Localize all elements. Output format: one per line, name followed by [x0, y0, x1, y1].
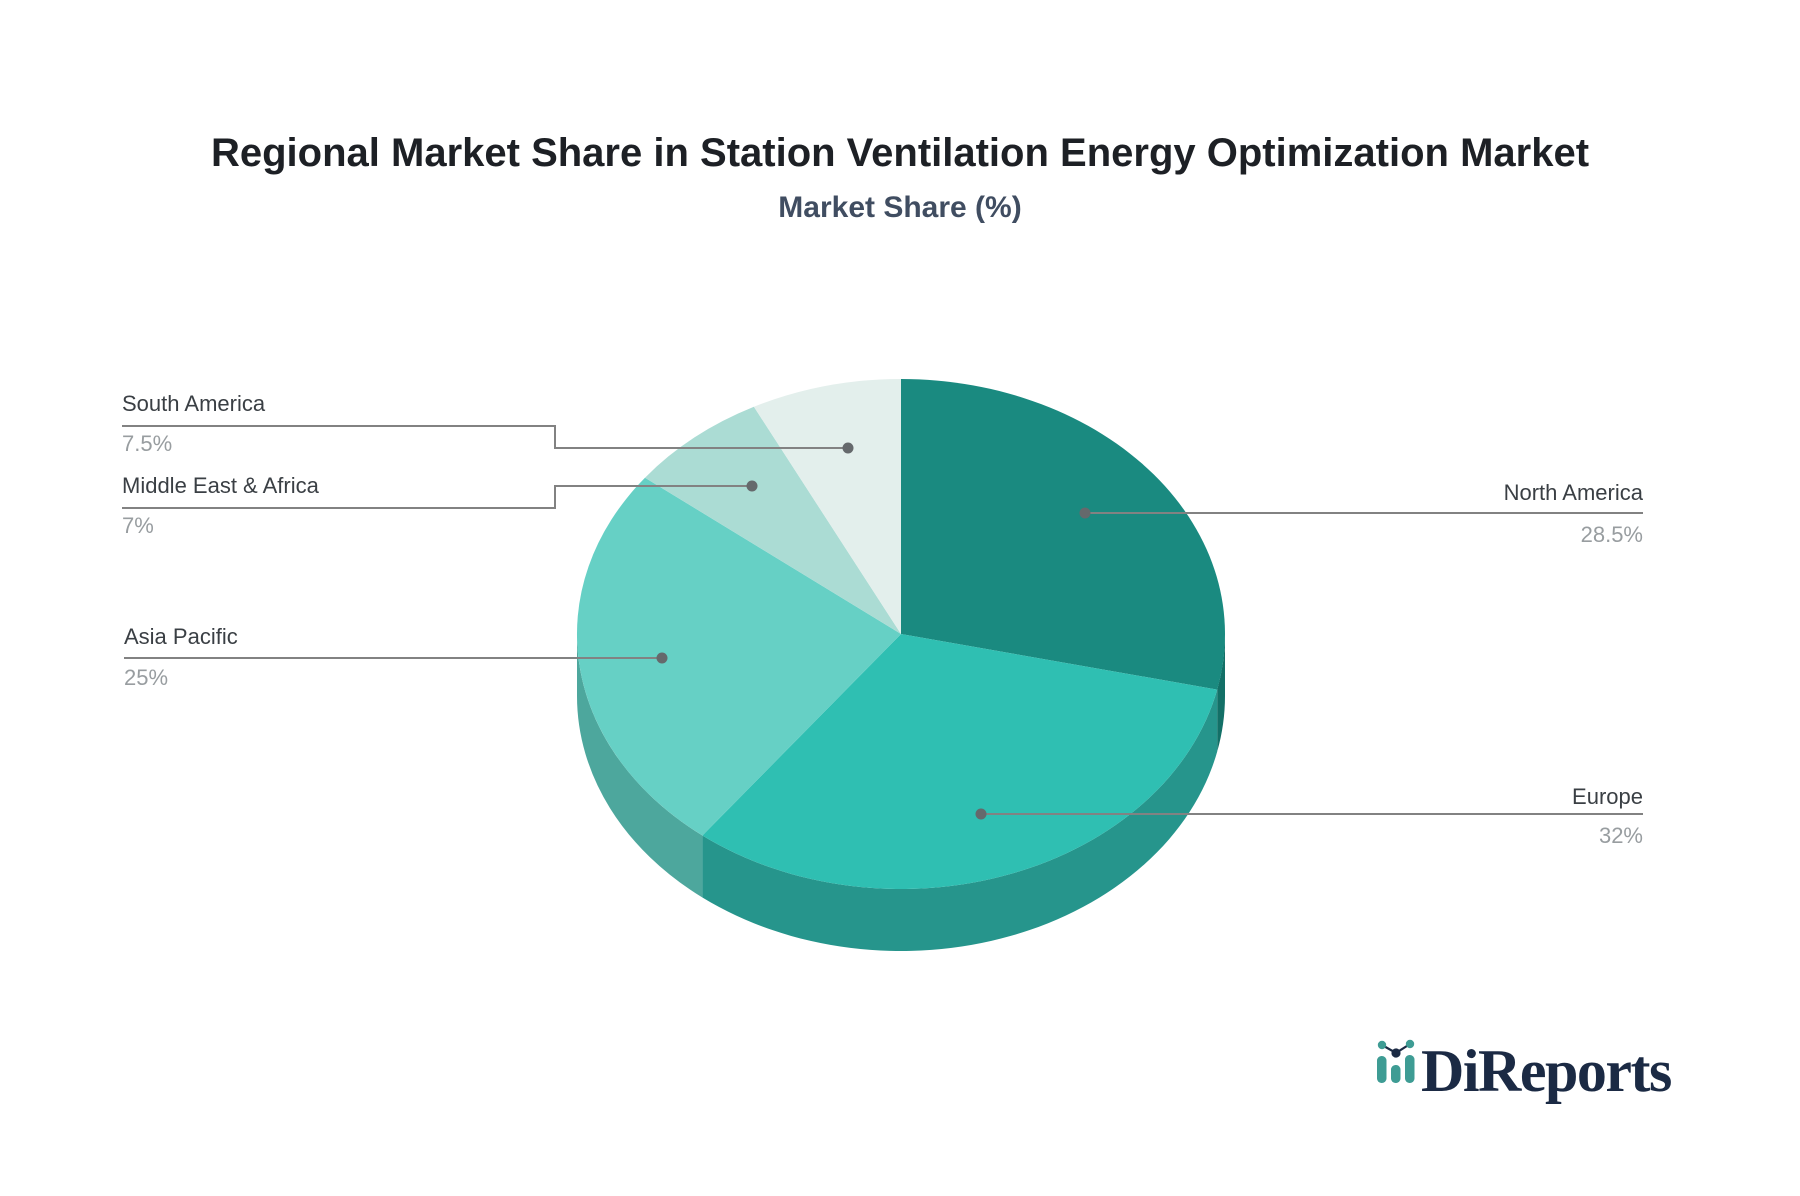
leader-line-middle-east-africa — [122, 485, 752, 509]
slice-value-south-america: 7.5% — [122, 431, 173, 456]
direports-logo-icon — [1377, 1039, 1415, 1083]
direports-logo-text: DiReports — [1421, 1038, 1672, 1104]
slice-value-asia-pacific: 25% — [124, 665, 169, 690]
leader-dot-europe — [975, 808, 987, 820]
pie-wall-asia-pacific — [576, 634, 703, 898]
leader-dot-asia-pacific — [656, 652, 668, 664]
pie-slice-asia-pacific[interactable] — [576, 477, 901, 836]
pie-slice-north-america[interactable] — [901, 379, 1225, 690]
pie-wall-north-america — [1217, 634, 1225, 752]
leader-line-south-america — [122, 425, 848, 449]
slice-value-north-america: 28.5% — [1580, 522, 1643, 547]
pie-wall-europe — [702, 689, 1218, 952]
page-title: Regional Market Share in Station Ventila… — [210, 131, 1590, 175]
slice-label-south-america: South America — [122, 391, 266, 416]
leader-dot-north-america — [1079, 507, 1091, 519]
pie-slice-middle-east-africa[interactable] — [645, 406, 901, 634]
slice-label-middle-east-africa: Middle East & Africa — [122, 473, 319, 498]
slice-value-europe: 32% — [1598, 823, 1643, 848]
pie-slice-south-america[interactable] — [753, 379, 901, 634]
leader-dot-middle-east-africa — [746, 480, 758, 492]
slice-label-europe: Europe — [1572, 784, 1643, 809]
leader-dot-south-america — [842, 442, 854, 454]
page-subtitle: Market Share (%) — [778, 191, 1022, 224]
slice-label-asia-pacific: Asia Pacific — [124, 624, 238, 649]
slice-label-north-america: North America — [1503, 480, 1643, 505]
slice-value-middle-east-africa: 7% — [122, 513, 154, 538]
pie-slice-europe[interactable] — [702, 634, 1218, 890]
